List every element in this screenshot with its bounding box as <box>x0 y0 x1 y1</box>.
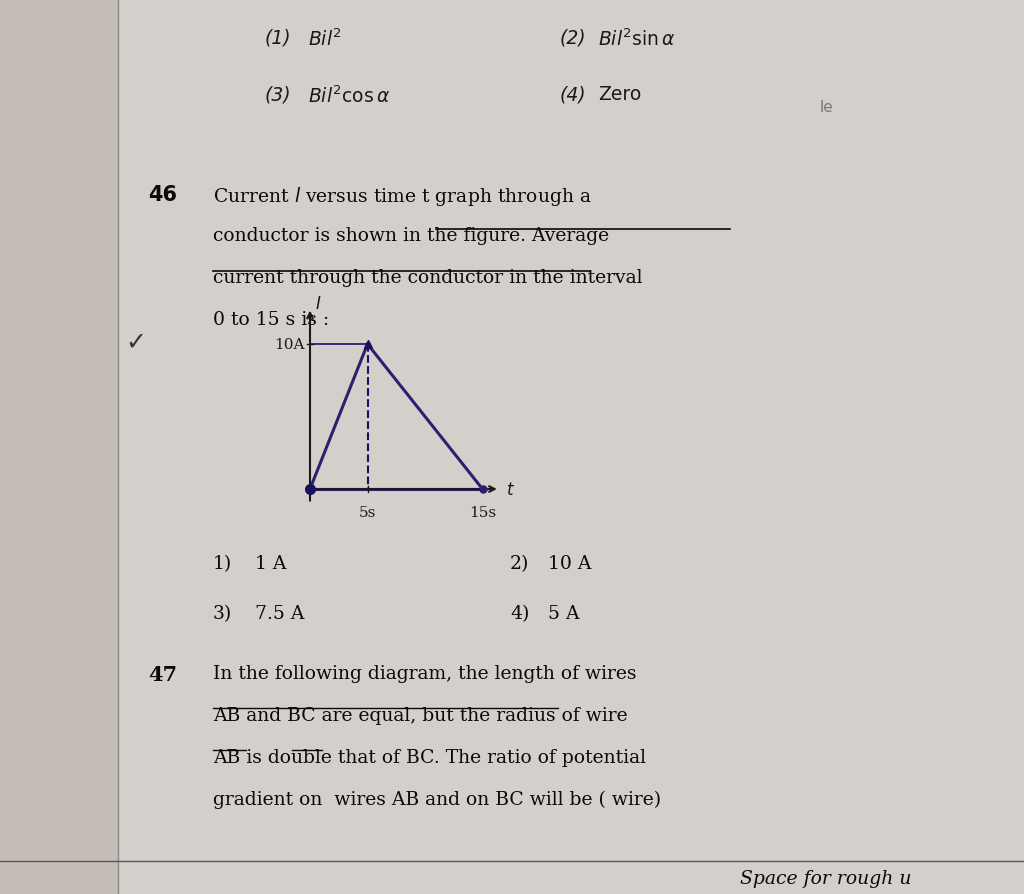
Text: $t$: $t$ <box>506 480 514 499</box>
Text: conductor is shown in the figure. Average: conductor is shown in the figure. Averag… <box>213 227 609 245</box>
Text: 4): 4) <box>510 604 529 622</box>
Text: $Bil^2\cos\alpha$: $Bil^2\cos\alpha$ <box>308 85 390 106</box>
Text: AB and BC are equal, but the radius of wire: AB and BC are equal, but the radius of w… <box>213 706 628 724</box>
Bar <box>0 0 118 894</box>
Text: $I$: $I$ <box>315 295 322 313</box>
Text: 5s: 5s <box>358 505 376 519</box>
Text: Zero: Zero <box>598 85 641 104</box>
Text: (2): (2) <box>560 28 587 47</box>
Text: (3): (3) <box>265 85 292 104</box>
Text: current through the conductor in the interval: current through the conductor in the int… <box>213 269 642 287</box>
Text: (4): (4) <box>560 85 587 104</box>
Text: $\checkmark$: $\checkmark$ <box>125 330 143 354</box>
Text: 15s: 15s <box>469 505 496 519</box>
Text: 10A: 10A <box>274 338 305 351</box>
Text: 7.5 A: 7.5 A <box>255 604 304 622</box>
Text: 1 A: 1 A <box>255 554 287 572</box>
Text: In the following diagram, the length of wires: In the following diagram, the length of … <box>213 664 637 682</box>
Text: Current $l$ versus time t graph through a: Current $l$ versus time t graph through … <box>213 185 592 207</box>
Text: 2): 2) <box>510 554 529 572</box>
Text: (1): (1) <box>265 28 292 47</box>
Text: $Bil^2$: $Bil^2$ <box>308 28 342 49</box>
Text: 47: 47 <box>148 664 177 684</box>
Text: AB is double that of BC. The ratio of potential: AB is double that of BC. The ratio of po… <box>213 748 646 766</box>
Text: 3): 3) <box>213 604 232 622</box>
Text: 1): 1) <box>213 554 232 572</box>
Text: gradient on  wires AB and on BC will be ( wire): gradient on wires AB and on BC will be (… <box>213 790 662 808</box>
Text: $Bil^2\sin\alpha$: $Bil^2\sin\alpha$ <box>598 28 676 49</box>
Text: 0 to 15 s is :: 0 to 15 s is : <box>213 310 329 329</box>
Text: le: le <box>820 100 834 114</box>
Text: Space for rough u: Space for rough u <box>740 869 911 887</box>
Text: 10 A: 10 A <box>548 554 592 572</box>
Text: 46: 46 <box>148 185 177 205</box>
Text: 5 A: 5 A <box>548 604 580 622</box>
